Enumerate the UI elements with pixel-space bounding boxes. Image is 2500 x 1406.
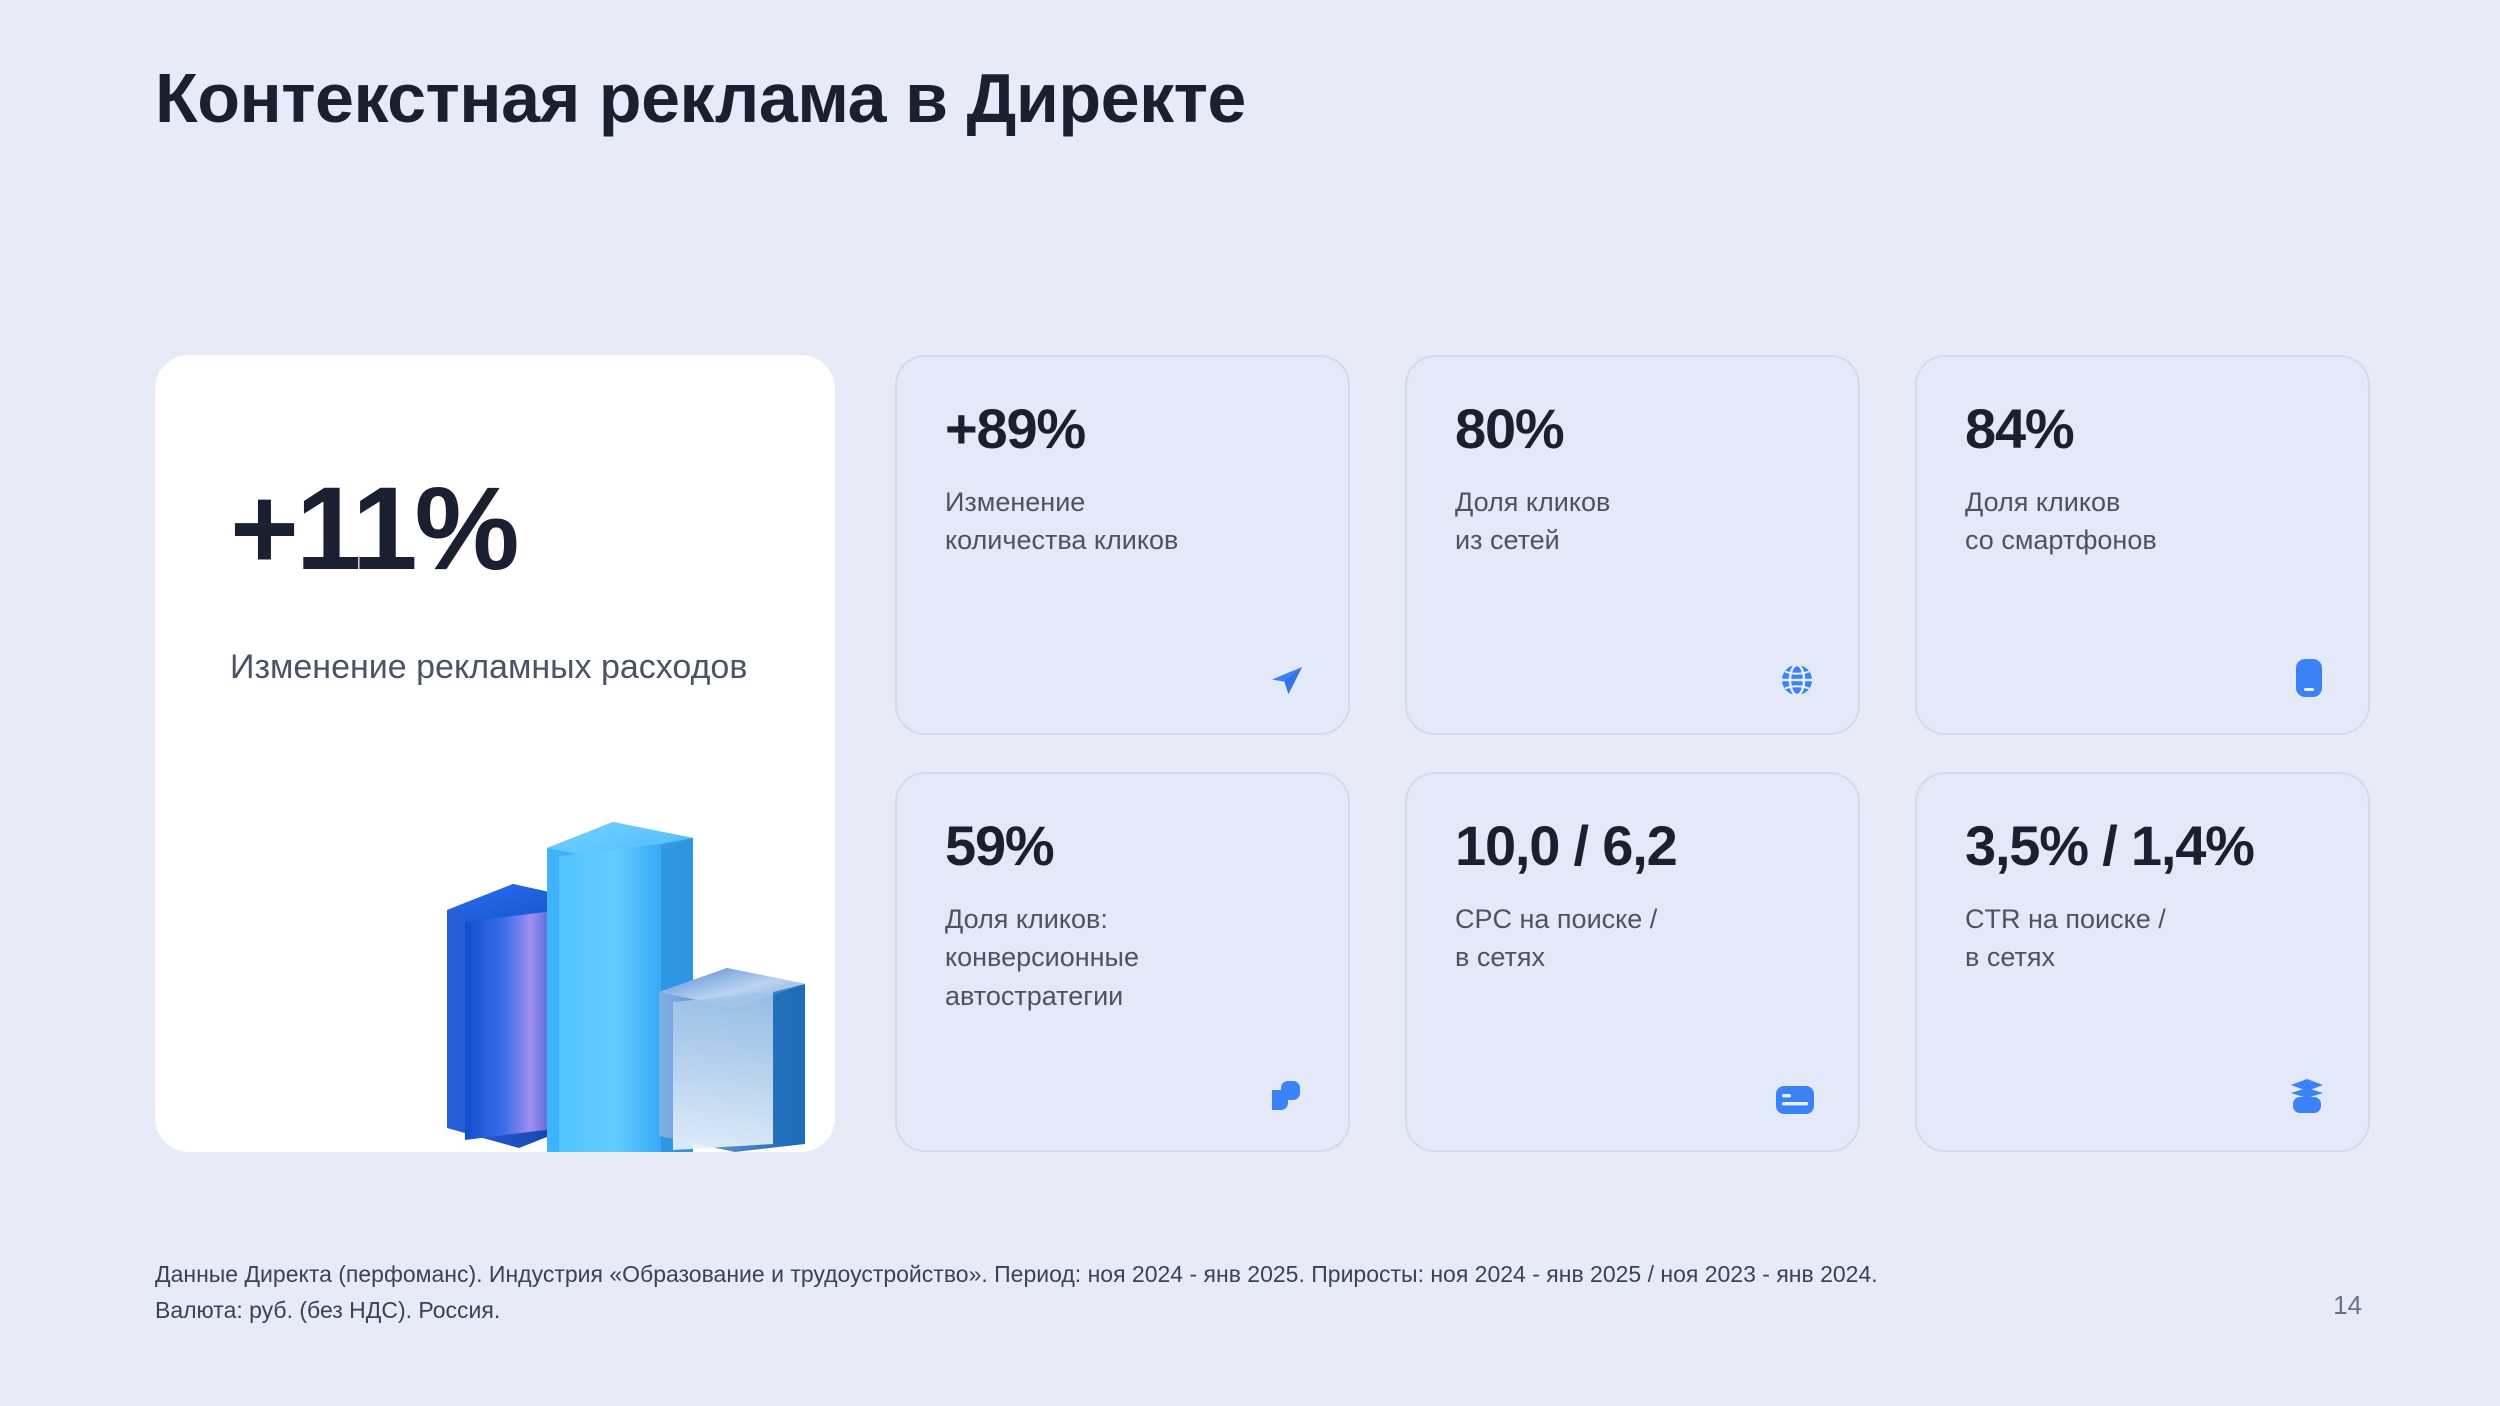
stat-label: Доля кликов со смартфонов — [1965, 487, 2157, 556]
stat-value: 80% — [1455, 397, 1565, 460]
stat-card-smartphone-share[interactable]: 84% Доля кликов со смартфонов — [1915, 355, 2370, 735]
page-title: Контекстная реклама в Директе — [155, 59, 1246, 137]
stats-grid: +11% Изменение рекламных расходов — [155, 355, 2370, 1155]
stat-card-clicks-change[interactable]: +89% Изменение количества кликов — [895, 355, 1350, 735]
hero-card: +11% Изменение рекламных расходов — [155, 355, 835, 1152]
hero-label: Изменение рекламных расходов — [230, 648, 748, 686]
smartphone-icon — [2282, 655, 2326, 699]
cursor-arrow-icon — [1262, 655, 1306, 699]
stat-card-cpc[interactable]: 10,0 / 6,2 CPC на поиске / в сетях — [1405, 772, 1860, 1152]
stat-label: Изменение количества кликов — [945, 487, 1179, 556]
stat-value: 10,0 / 6,2 — [1455, 814, 1678, 877]
stat-label: CTR на поиске / в сетях — [1965, 904, 2166, 973]
stat-value: 84% — [1965, 397, 2075, 460]
stat-card-autostrategy-share[interactable]: 59% Доля кликов: конверсионные автострат… — [895, 772, 1350, 1152]
footer-note: Данные Директа (перфоманс). Индустрия «О… — [155, 1261, 1878, 1323]
stack-icon — [2282, 1072, 2326, 1116]
stat-label: Доля кликов из сетей — [1455, 487, 1611, 556]
stat-card-network-share[interactable]: 80% Доля кликов из сетей — [1405, 355, 1860, 735]
page-number: 14 — [2333, 1290, 2362, 1320]
bar-chart-illustration — [435, 792, 835, 1152]
hero-value: +11% — [230, 463, 520, 595]
stat-card-ctr[interactable]: 3,5% / 1,4% CTR на поиске / в сетях — [1915, 772, 2370, 1152]
credit-card-icon — [1772, 1072, 1816, 1116]
layers-copy-icon — [1262, 1072, 1306, 1116]
stat-value: 3,5% / 1,4% — [1965, 814, 2255, 877]
stat-label: CPC на поиске / в сетях — [1455, 904, 1658, 973]
stat-value: +89% — [945, 397, 1086, 460]
stat-value: 59% — [945, 814, 1055, 877]
stat-label: Доля кликов: конверсионные автостратегии — [945, 904, 1139, 1011]
globe-icon — [1772, 655, 1816, 699]
